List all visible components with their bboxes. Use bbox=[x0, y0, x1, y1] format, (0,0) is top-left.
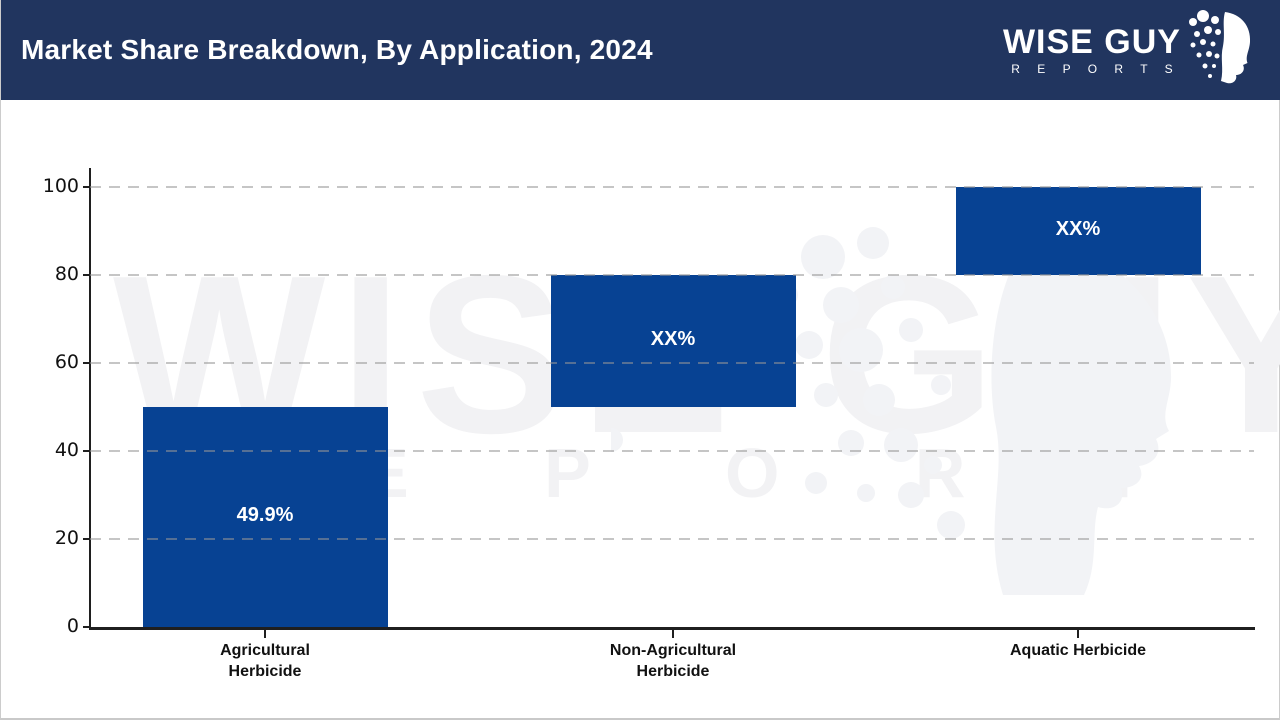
y-tick-label: 0 bbox=[66, 615, 79, 637]
category-label-line: Herbicide bbox=[636, 663, 710, 680]
category-label-line: Agricultural bbox=[220, 642, 310, 659]
logo-text: WISE GUY R E P O R T S bbox=[1003, 24, 1181, 76]
y-axis-line bbox=[89, 168, 91, 629]
y-tick-mark bbox=[83, 538, 90, 540]
x-tick-mark bbox=[264, 630, 266, 638]
bar bbox=[955, 187, 1201, 275]
y-tick-mark bbox=[83, 274, 90, 276]
bar bbox=[142, 407, 388, 627]
logo-subtitle: R E P O R T S bbox=[1011, 62, 1180, 76]
y-tick-label: 80 bbox=[54, 263, 79, 285]
gridline bbox=[90, 186, 1254, 188]
x-tick-mark bbox=[1077, 630, 1079, 638]
logo-name: WISE GUY bbox=[1002, 23, 1181, 61]
dotted-head-icon bbox=[1185, 9, 1257, 91]
y-tick-label: 40 bbox=[54, 439, 79, 461]
header-bar: Market Share Breakdown, By Application, … bbox=[1, 0, 1280, 100]
y-tick-mark bbox=[83, 626, 90, 628]
category-label-line: Aquatic Herbicide bbox=[1009, 642, 1147, 659]
category-label: Aquatic Herbicide bbox=[918, 640, 1238, 661]
gridline bbox=[90, 450, 1254, 452]
y-tick-mark bbox=[83, 362, 90, 364]
bar bbox=[550, 275, 796, 407]
x-axis-line bbox=[89, 627, 1255, 630]
category-label: Non-Agricultural Herbicide bbox=[513, 640, 833, 682]
y-tick-label: 60 bbox=[54, 351, 79, 373]
wise-guy-logo: WISE GUY R E P O R T S bbox=[1003, 9, 1257, 91]
y-tick-label: 100 bbox=[42, 175, 79, 197]
page-title: Market Share Breakdown, By Application, … bbox=[21, 34, 653, 65]
category-label-line: Non-Agricultural bbox=[609, 642, 737, 659]
gridline bbox=[90, 362, 1254, 364]
bar-value-label: 49.9% bbox=[236, 504, 294, 527]
y-tick-mark bbox=[83, 450, 90, 452]
category-label-line: Herbicide bbox=[228, 663, 302, 680]
bar-value-label: XX% bbox=[650, 328, 696, 350]
y-tick-mark bbox=[83, 186, 90, 188]
category-label: Agricultural Herbicide bbox=[105, 640, 425, 682]
bar-value-label: XX% bbox=[1055, 218, 1101, 240]
y-tick-label: 20 bbox=[54, 527, 79, 549]
x-tick-mark bbox=[672, 630, 674, 638]
gridline bbox=[90, 274, 1254, 276]
gridline bbox=[90, 538, 1254, 540]
